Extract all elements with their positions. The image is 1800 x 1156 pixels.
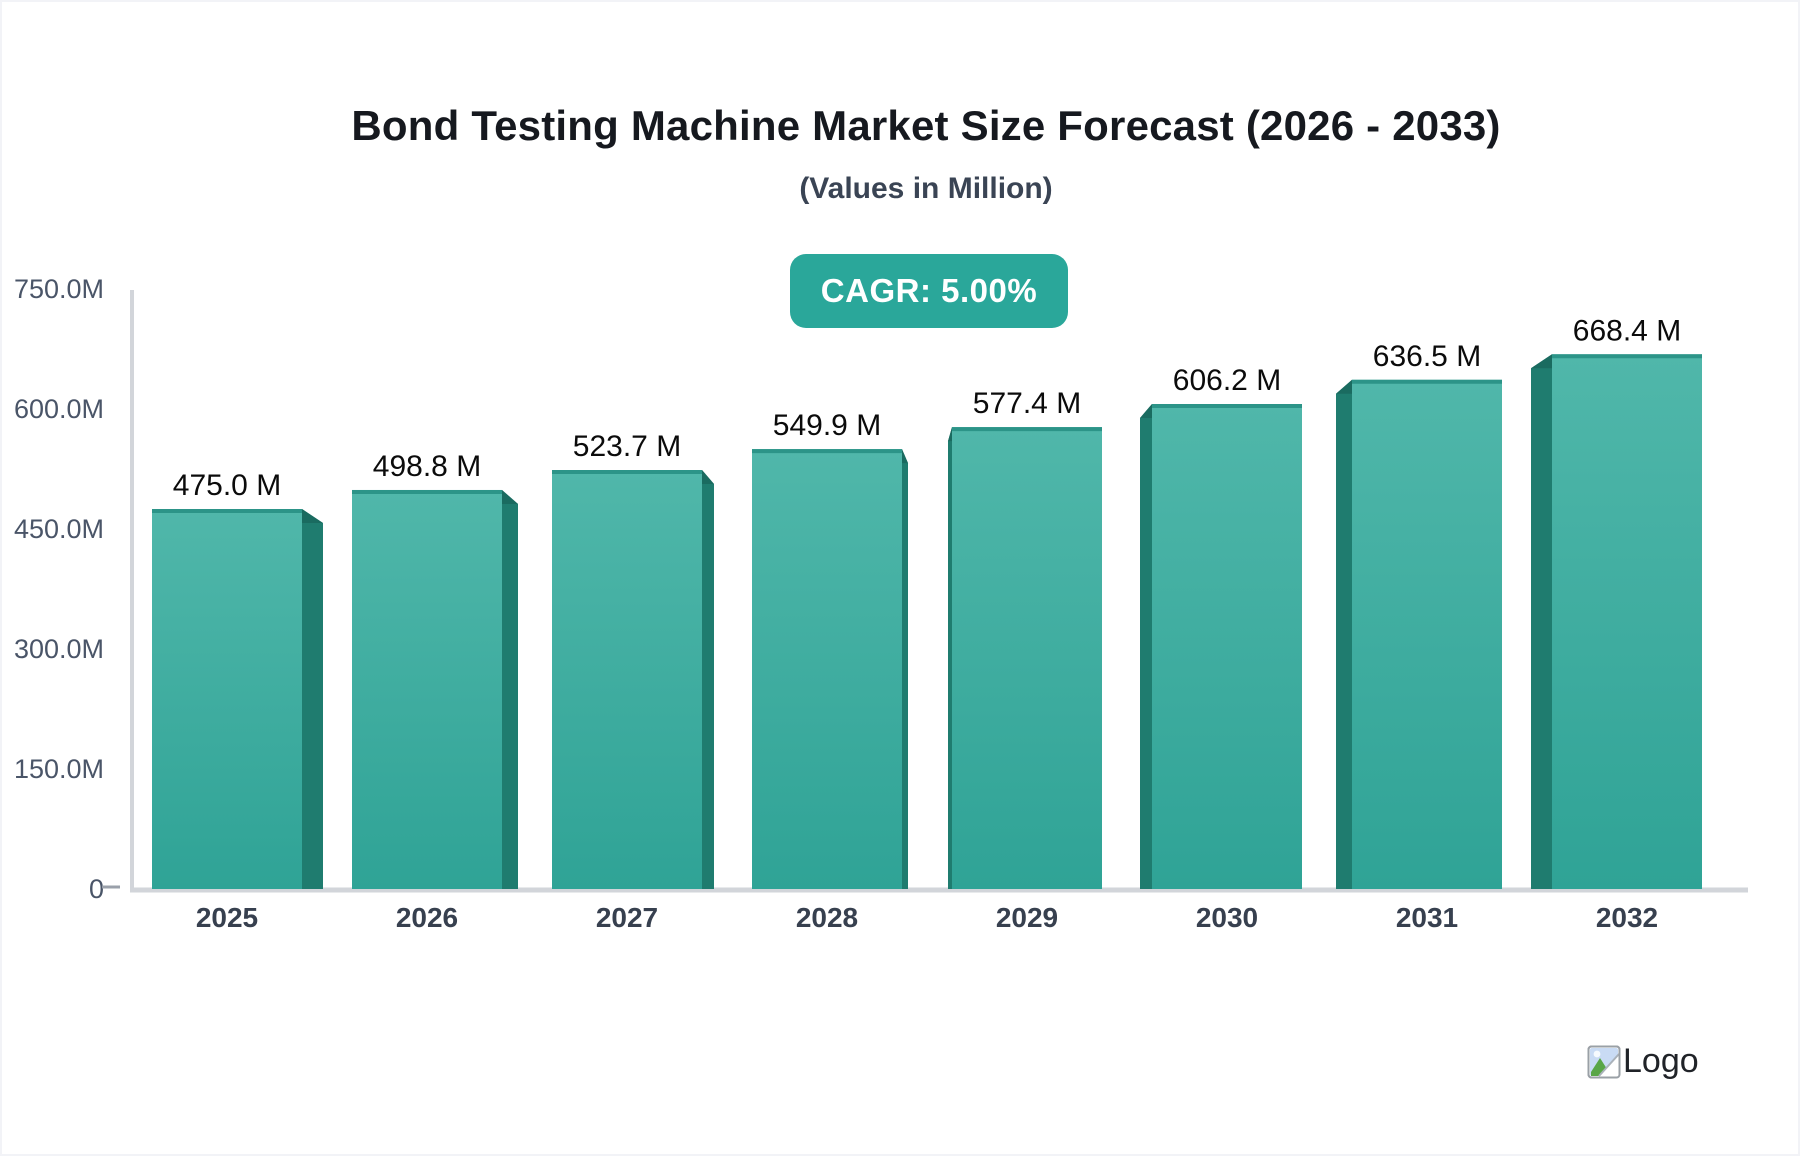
y-tick-label: 600.0M <box>14 394 104 424</box>
x-tick-label-2025: 2025 <box>196 902 258 933</box>
bar-2031 <box>1352 379 1502 889</box>
value-label-2030: 606.2 M <box>1173 364 1281 397</box>
bar-side-2027 <box>702 470 714 889</box>
chart-subtitle: (Values in Million) <box>799 172 1053 205</box>
y-tick-label: 150.0M <box>14 754 104 784</box>
bar-side-slant-2029 <box>948 427 952 442</box>
broken-image-icon <box>1587 1045 1621 1079</box>
x-tick-label-2028: 2028 <box>796 902 858 933</box>
value-label-2032: 668.4 M <box>1573 314 1681 347</box>
bar-2025 <box>152 509 302 889</box>
bar-side-slant-2027 <box>702 470 714 485</box>
bar-side-2029 <box>948 427 952 889</box>
value-label-2028: 549.9 M <box>773 409 881 442</box>
cagr-badge-label: CAGR: 5.00% <box>820 272 1038 309</box>
bar-side-slant-2031 <box>1336 379 1352 394</box>
bar-side-2026 <box>502 489 518 889</box>
bar-side-2028 <box>902 449 908 889</box>
x-tick-label-2029: 2029 <box>996 902 1058 933</box>
y-tick-label: 750.0M <box>14 274 104 304</box>
value-label-2027: 523.7 M <box>573 430 681 463</box>
bar-2028 <box>752 449 902 889</box>
bar-side-2032 <box>1531 354 1552 889</box>
x-tick-label-2026: 2026 <box>396 902 458 933</box>
x-tick-label-2027: 2027 <box>596 902 658 933</box>
x-tick-label-2030: 2030 <box>1196 902 1258 933</box>
bar-side-slant-2025 <box>302 509 323 523</box>
logo-text: Logo <box>1623 1042 1699 1080</box>
bar-side-slant-2028 <box>902 449 908 464</box>
value-label-2031: 636.5 M <box>1373 340 1481 373</box>
y-tick-label: 300.0M <box>14 634 104 664</box>
bar-side-slant-2030 <box>1140 404 1152 419</box>
y-tick-label: 450.0M <box>14 514 104 544</box>
logo: Logo <box>1587 1044 1699 1079</box>
value-label-2029: 577.4 M <box>973 387 1081 420</box>
value-label-2025: 475.0 M <box>173 469 281 502</box>
bar-side-slant-2026 <box>502 489 518 504</box>
bar-side-2031 <box>1336 379 1352 889</box>
bar-2029 <box>952 427 1102 889</box>
chart-title: Bond Testing Machine Market Size Forecas… <box>351 102 1501 149</box>
y-tick-label: 0 <box>89 874 104 904</box>
bar-2030 <box>1152 404 1302 889</box>
bar-side-slant-2032 <box>1531 354 1552 369</box>
x-tick-label-2031: 2031 <box>1396 902 1458 933</box>
bar-2027 <box>552 470 702 889</box>
x-tick-label-2032: 2032 <box>1596 902 1658 933</box>
bar-2026 <box>352 489 502 889</box>
bar-side-2030 <box>1140 404 1152 889</box>
cagr-badge: CAGR: 5.00% <box>790 254 1068 328</box>
value-label-2026: 498.8 M <box>373 450 481 483</box>
bar-side-2025 <box>302 509 323 889</box>
bar-2032 <box>1552 354 1702 889</box>
